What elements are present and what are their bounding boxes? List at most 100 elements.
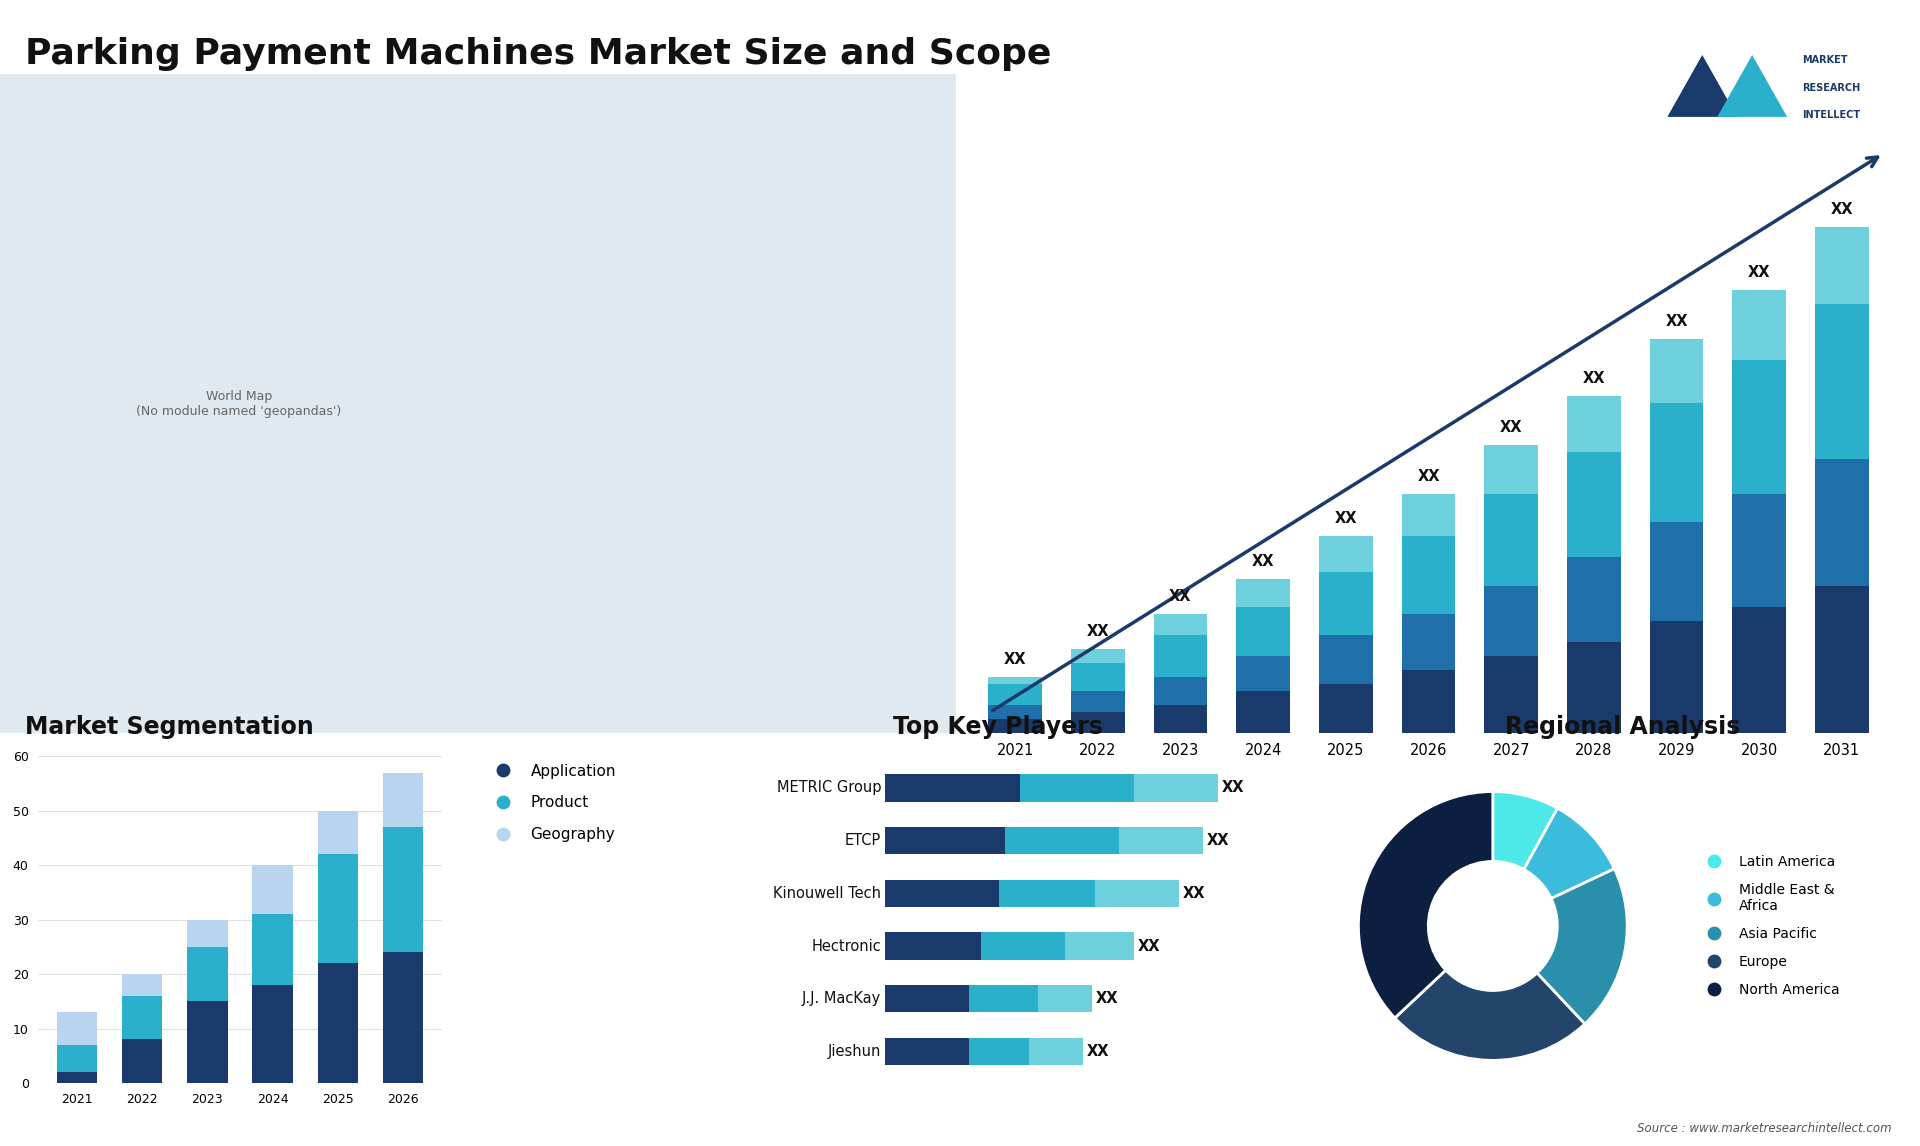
Text: XX: XX [1139,939,1160,953]
Bar [1071,664,1125,691]
Bar [1319,635,1373,684]
Bar [252,984,294,1083]
Text: INTELLECT: INTELLECT [1803,110,1860,120]
Bar [1567,642,1620,733]
Bar [1071,713,1125,733]
Bar [1814,586,1868,733]
Bar [1814,227,1868,304]
Bar [123,996,163,1039]
Text: XX: XX [1665,314,1688,329]
Bar [1814,458,1868,586]
Bar [1319,572,1373,635]
Text: World Map
(No module named 'geopandas'): World Map (No module named 'geopandas') [136,390,342,418]
Bar [1649,621,1703,733]
Bar [1402,614,1455,670]
Text: Market Segmentation: Market Segmentation [25,715,313,739]
Bar [1732,494,1786,606]
Text: Parking Payment Machines Market Size and Scope: Parking Payment Machines Market Size and… [25,37,1052,71]
Bar [252,865,294,915]
Bar [1649,402,1703,523]
Bar [186,919,228,947]
Text: XX: XX [1334,511,1357,526]
Bar [1484,586,1538,656]
Bar [382,827,422,952]
Bar [1154,614,1208,635]
Bar [1649,339,1703,402]
Bar [123,1039,163,1083]
Text: XX: XX [1087,1044,1110,1059]
Bar [58,1073,98,1083]
Bar [1814,304,1868,458]
Text: XX: XX [1582,370,1605,386]
Bar [1236,656,1290,691]
Bar [998,880,1094,906]
Bar [1402,670,1455,733]
Bar [1119,827,1204,854]
Bar [1484,445,1538,494]
Bar [1066,933,1135,959]
Bar [885,984,970,1012]
Bar [1135,775,1219,802]
Bar [885,933,981,959]
Text: XX: XX [1004,652,1027,667]
Bar [885,880,998,906]
Bar [1402,494,1455,536]
Bar [317,811,357,854]
Bar [1402,536,1455,614]
Text: XX: XX [1096,991,1117,1006]
Bar [186,1002,228,1083]
Bar [1567,452,1620,557]
Legend: Latin America, Middle East &
Africa, Asia Pacific, Europe, North America: Latin America, Middle East & Africa, Asi… [1695,849,1845,1003]
Text: Top Key Players: Top Key Players [893,715,1104,739]
Text: RESEARCH: RESEARCH [1803,83,1860,93]
Text: XX: XX [1252,554,1275,568]
Bar [382,952,422,1083]
Text: XX: XX [1221,780,1244,795]
Bar [1236,606,1290,656]
Text: XX: XX [1169,589,1192,604]
Bar [989,677,1043,684]
Bar [1319,536,1373,572]
Bar [885,827,1004,854]
Bar [1732,360,1786,494]
Text: Source : www.marketresearchintellect.com: Source : www.marketresearchintellect.com [1636,1122,1891,1135]
Bar [1319,684,1373,733]
Wedge shape [1492,792,1557,870]
Bar [1039,984,1092,1012]
Bar [1154,705,1208,733]
Text: XX: XX [1087,625,1110,639]
Text: XX: XX [1417,469,1440,485]
Text: MARKET: MARKET [1803,55,1847,65]
Text: ETCP: ETCP [845,833,881,848]
Text: XX: XX [1830,202,1853,217]
Bar [1484,494,1538,586]
Text: METRIC Group: METRIC Group [778,780,881,795]
Bar [989,684,1043,705]
Bar [1236,691,1290,733]
Bar [1732,290,1786,360]
Legend: Application, Product, Geography: Application, Product, Geography [482,758,622,848]
Wedge shape [1524,808,1615,898]
Bar [981,933,1066,959]
Bar [317,963,357,1083]
Bar [1732,606,1786,733]
Polygon shape [1667,55,1738,117]
Bar [1649,523,1703,621]
Bar [58,1045,98,1073]
Bar [970,1037,1029,1065]
Bar [58,1012,98,1045]
Bar [1094,880,1179,906]
Bar [252,915,294,984]
Wedge shape [1359,792,1494,1018]
Text: Hectronic: Hectronic [812,939,881,953]
Text: XX: XX [1500,419,1523,435]
Bar [1029,1037,1083,1065]
Wedge shape [1538,869,1626,1023]
Wedge shape [1394,971,1584,1060]
Text: Kinouwell Tech: Kinouwell Tech [774,886,881,901]
Bar [1154,677,1208,705]
Bar [1236,579,1290,606]
Bar [989,705,1043,720]
Text: XX: XX [1747,265,1770,280]
Bar [382,772,422,827]
